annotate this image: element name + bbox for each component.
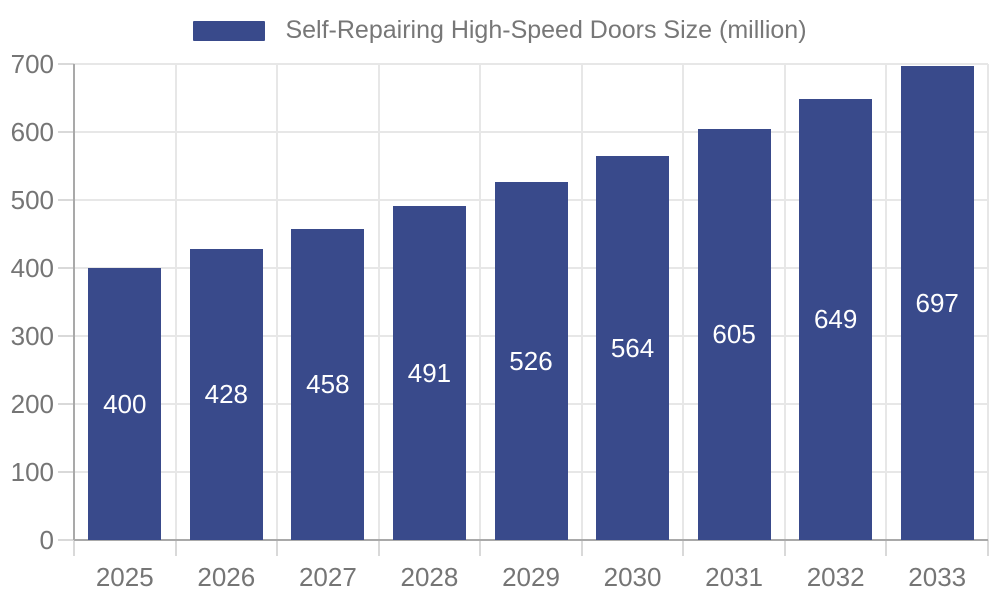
x-gridline xyxy=(377,64,380,540)
x-axis-tick xyxy=(783,540,786,556)
y-axis-tick-label: 500 xyxy=(10,185,54,215)
x-axis-tick xyxy=(276,540,279,556)
x-axis-tick-label: 2029 xyxy=(502,562,560,592)
bar-2028[interactable]: 491 xyxy=(392,206,466,540)
y-axis-tick-label: 400 xyxy=(10,253,54,283)
x-axis-tick xyxy=(885,540,888,556)
bar-value-label: 564 xyxy=(610,332,655,363)
x-gridline xyxy=(479,64,482,540)
legend[interactable]: Self-Repairing High-Speed Doors Size (mi… xyxy=(0,16,1000,45)
bar-value-label: 400 xyxy=(103,388,147,419)
x-axis-tick-label: 2025 xyxy=(95,562,154,592)
x-axis-tick xyxy=(987,540,989,556)
legend-label: Self-Repairing High-Speed Doors Size (mi… xyxy=(285,16,807,44)
bar-2033[interactable]: 697 xyxy=(900,66,974,540)
bar-value-label: 458 xyxy=(306,368,350,399)
y-axis-tick-label: 300 xyxy=(10,321,54,351)
x-axis-tick xyxy=(682,540,685,556)
y-axis-tick xyxy=(58,199,74,201)
y-axis-tick xyxy=(58,335,74,337)
bar-2030[interactable]: 564 xyxy=(596,156,670,540)
x-gridline xyxy=(987,64,989,540)
bar-2025[interactable]: 400 xyxy=(88,268,162,540)
x-axis-tick-label: 2027 xyxy=(298,562,357,592)
bar-2029[interactable]: 526 xyxy=(494,182,568,540)
y-axis-tick-label: 0 xyxy=(39,525,54,555)
y-gridline xyxy=(74,131,988,133)
y-axis-tick xyxy=(58,403,74,405)
y-axis-tick xyxy=(58,471,74,473)
x-gridline xyxy=(276,64,279,540)
x-axis-tick xyxy=(377,540,380,556)
x-axis-tick xyxy=(479,540,482,556)
y-axis-tick-label: 200 xyxy=(10,389,54,419)
y-gridline xyxy=(74,63,988,65)
y-axis-tick-label: 100 xyxy=(10,457,54,487)
bar-value-label: 605 xyxy=(712,318,756,349)
x-axis-tick xyxy=(73,540,75,556)
bar-2031[interactable]: 605 xyxy=(697,128,771,540)
bar-value-label: 697 xyxy=(915,287,959,318)
y-axis-tick xyxy=(58,267,74,269)
bar-value-label: 526 xyxy=(509,345,553,376)
x-axis-tick xyxy=(580,540,583,556)
x-axis-tick-label: 2031 xyxy=(705,562,764,592)
x-gridline xyxy=(682,64,685,540)
x-axis-line xyxy=(74,539,988,541)
legend-swatch xyxy=(193,20,266,41)
x-axis-tick-label: 2028 xyxy=(400,562,459,592)
x-gridline xyxy=(580,64,583,540)
y-axis-line xyxy=(73,64,75,540)
x-axis-tick-label: 2032 xyxy=(806,562,865,592)
y-axis-tick xyxy=(58,539,74,541)
bar-2027[interactable]: 458 xyxy=(291,228,365,540)
bar-value-label: 649 xyxy=(813,303,858,334)
y-axis-tick xyxy=(58,63,74,65)
x-gridline xyxy=(783,64,786,540)
bar-value-label: 491 xyxy=(407,357,452,388)
x-axis-tick xyxy=(174,540,177,556)
y-axis-tick-label: 600 xyxy=(10,117,54,147)
y-axis-tick-label: 700 xyxy=(10,49,54,79)
x-gridline xyxy=(885,64,888,540)
bar-value-label: 428 xyxy=(204,378,249,409)
y-axis-tick xyxy=(58,131,74,133)
x-axis-tick-label: 2026 xyxy=(197,562,256,592)
x-axis-tick-label: 2033 xyxy=(908,562,967,592)
x-axis-tick-label: 2030 xyxy=(603,562,662,592)
bar-2026[interactable]: 428 xyxy=(189,248,263,540)
x-gridline xyxy=(174,64,177,540)
bar-2032[interactable]: 649 xyxy=(799,98,873,540)
